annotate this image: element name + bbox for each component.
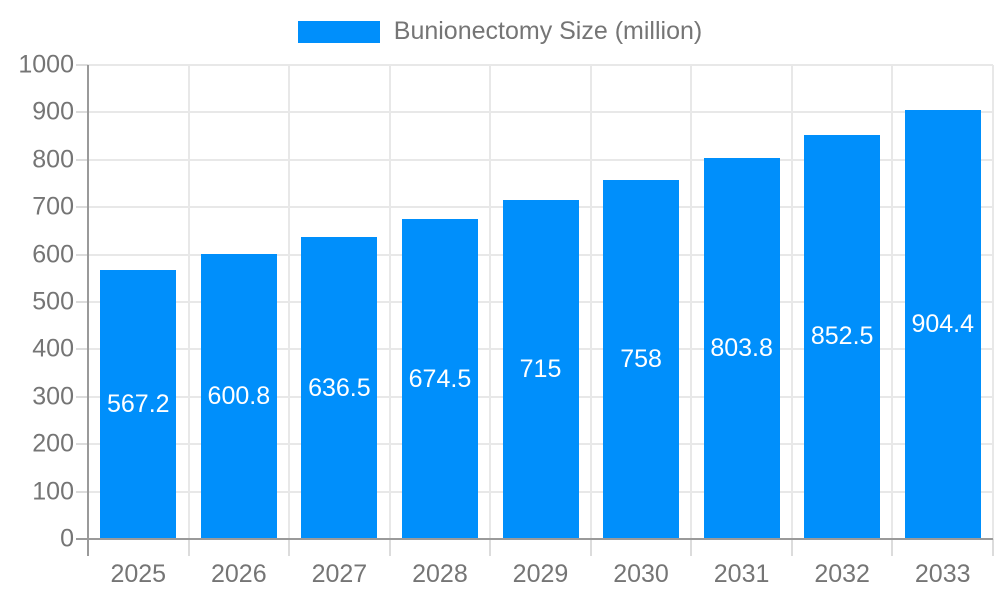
y-axis-tick [76,253,88,256]
y-axis-tick [76,206,88,209]
bar-2026[interactable]: 600.8 [200,254,277,539]
gridline-horizontal [88,111,993,114]
gridline-vertical [891,65,894,539]
bar-2033[interactable]: 904.4 [904,110,981,539]
y-axis-label: 700 [32,192,74,221]
legend-label: Bunionectomy Size (million) [393,17,703,46]
y-axis-tick [76,395,88,398]
bar-2027[interactable]: 636.5 [301,237,378,539]
x-axis-line [76,538,993,540]
bar-2025[interactable]: 567.2 [100,270,177,539]
bar-value-label: 803.8 [710,334,773,362]
y-axis-label: 900 [32,97,74,126]
bar-value-label: 600.8 [207,382,271,411]
x-axis-tick [690,539,693,556]
y-axis-tick [76,158,88,161]
bar-value-label: 904.4 [911,310,974,339]
x-axis-label: 2028 [412,560,468,588]
x-axis-tick [992,539,994,556]
gridline-horizontal [88,64,993,66]
bar-value-label: 674.5 [408,364,472,393]
bar-2032[interactable]: 852.5 [804,134,881,539]
x-axis-tick [589,539,592,556]
y-axis-label: 500 [32,287,74,316]
x-axis-tick [891,539,894,556]
y-axis-label: 300 [32,382,74,411]
y-axis-label: 200 [32,429,74,458]
bar-value-label: 567.2 [106,390,170,419]
y-axis-tick [76,64,88,66]
gridline-vertical [589,65,592,539]
y-axis-label: 1000 [18,50,74,79]
y-axis-tick [76,443,88,446]
legend[interactable]: Bunionectomy Size (million) [0,17,1000,47]
gridline-vertical [187,65,190,539]
x-axis-label: 2032 [814,560,870,588]
y-axis-label: 600 [32,240,74,269]
x-axis-tick [187,539,190,556]
legend-swatch-icon [297,21,380,43]
bar-2029[interactable]: 715 [502,200,579,539]
y-axis-label: 800 [32,145,74,174]
gridline-vertical [388,65,391,539]
x-axis-tick [288,539,291,556]
gridline-vertical [489,65,492,539]
bar-value-label: 636.5 [308,373,371,402]
bar-value-label: 758 [620,344,662,373]
x-axis-label: 2025 [110,560,167,588]
y-axis-line [87,65,89,556]
y-axis-tick [76,348,88,351]
x-axis-label: 2033 [914,560,971,588]
y-axis-label: 0 [60,524,74,553]
x-axis-label: 2029 [512,560,569,588]
y-axis-tick [76,301,88,303]
bar-value-label: 715 [519,355,562,384]
bar-2031[interactable]: 803.8 [703,158,780,539]
x-axis-tick [489,539,492,556]
x-axis-tick [388,539,391,556]
bar-2028[interactable]: 674.5 [401,219,478,539]
gridline-vertical [288,65,291,539]
gridline-vertical [790,65,793,539]
bar-2030[interactable]: 758 [603,179,680,539]
gridline-vertical [690,65,693,539]
y-axis-tick [76,490,88,493]
x-axis-label: 2030 [613,560,669,588]
x-axis-tick [790,539,793,556]
bar-value-label: 852.5 [810,322,874,351]
x-axis-label: 2027 [311,560,368,588]
y-axis-label: 400 [32,334,74,363]
y-axis-label: 100 [32,477,74,506]
gridline-vertical [992,65,994,539]
plot-area: 567.2 600.8 636.5 674.5 715 758 803.8 852.5 904.… [88,64,994,539]
x-axis-label: 2031 [713,560,770,588]
gridline-horizontal [88,158,993,161]
x-axis-label: 2026 [211,560,267,588]
y-axis-tick [76,111,88,114]
